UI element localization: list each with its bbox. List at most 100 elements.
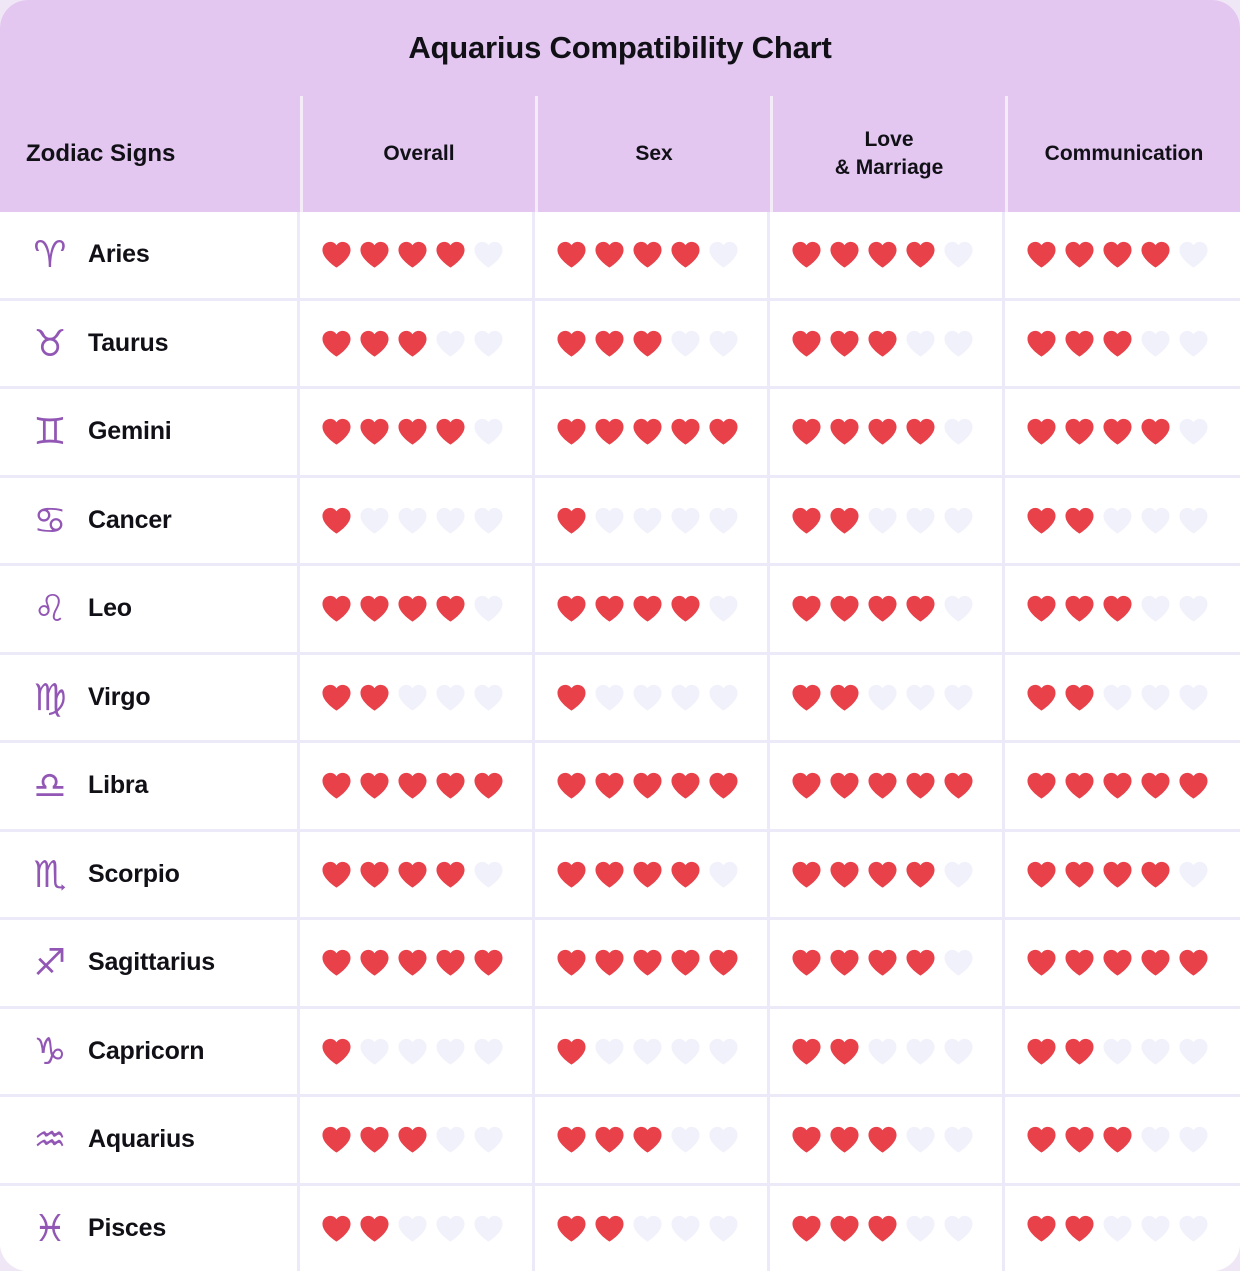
heart-filled-icon — [1101, 593, 1134, 624]
heart-empty-icon — [396, 1036, 429, 1067]
heart-filled-icon — [320, 1124, 353, 1155]
heart-empty-icon — [942, 947, 975, 978]
heart-filled-icon — [555, 859, 588, 890]
table-row: ♏ Scorpio — [0, 828, 1240, 917]
heart-empty-icon — [358, 505, 391, 536]
heart-filled-icon — [358, 593, 391, 624]
sign-cell-taurus: ♉ Taurus — [0, 300, 300, 386]
table-row: ♑ Capricorn — [0, 1005, 1240, 1094]
libra-icon: ♎ — [33, 764, 67, 808]
heart-empty-icon — [669, 328, 702, 359]
sign-cell-leo: ♌ Leo — [0, 566, 300, 652]
heart-filled-icon — [1025, 239, 1058, 270]
heart-empty-icon — [669, 1124, 702, 1155]
rating-cell-love-marriage — [770, 1008, 1005, 1094]
heart-filled-icon — [866, 1124, 899, 1155]
sign-cell-aries: ♈ Aries — [0, 212, 300, 298]
rating-cell-overall — [300, 831, 535, 917]
table-row: ♒ Aquarius — [0, 1094, 1240, 1183]
heart-filled-icon — [790, 239, 823, 270]
heart-empty-icon — [434, 1036, 467, 1067]
capricorn-icon: ♑ — [33, 1029, 67, 1073]
heart-filled-icon — [593, 770, 626, 801]
heart-empty-icon — [942, 1213, 975, 1244]
leo-icon: ♌ — [33, 587, 67, 631]
heart-filled-icon — [1063, 1124, 1096, 1155]
heart-filled-icon — [790, 1213, 823, 1244]
heart-empty-icon — [707, 1036, 740, 1067]
rating-cell-overall — [300, 1097, 535, 1183]
heart-filled-icon — [358, 239, 391, 270]
heart-filled-icon — [828, 505, 861, 536]
heart-filled-icon — [593, 1213, 626, 1244]
heart-filled-icon — [631, 328, 664, 359]
heart-filled-icon — [1025, 505, 1058, 536]
heart-filled-icon — [320, 416, 353, 447]
heart-filled-icon — [1063, 947, 1096, 978]
heart-empty-icon — [707, 859, 740, 890]
heart-empty-icon — [396, 505, 429, 536]
heart-filled-icon — [593, 416, 626, 447]
heart-filled-icon — [396, 416, 429, 447]
heart-empty-icon — [1177, 593, 1210, 624]
heart-filled-icon — [631, 239, 664, 270]
heart-filled-icon — [1139, 770, 1172, 801]
heart-filled-icon — [555, 593, 588, 624]
heart-empty-icon — [396, 1213, 429, 1244]
heart-filled-icon — [904, 593, 937, 624]
rating-cell-overall — [300, 212, 535, 298]
heart-filled-icon — [1101, 770, 1134, 801]
sign-name-label: Taurus — [88, 328, 169, 357]
sign-cell-capricorn: ♑ Capricorn — [0, 1008, 300, 1094]
heart-filled-icon — [593, 947, 626, 978]
rating-cell-overall — [300, 566, 535, 652]
heart-filled-icon — [320, 239, 353, 270]
heart-filled-icon — [828, 239, 861, 270]
heart-empty-icon — [942, 1124, 975, 1155]
sign-name-label: Libra — [88, 771, 149, 800]
heart-filled-icon — [1025, 416, 1058, 447]
heart-filled-icon — [828, 328, 861, 359]
heart-filled-icon — [1063, 239, 1096, 270]
heart-filled-icon — [555, 1124, 588, 1155]
heart-filled-icon — [828, 1036, 861, 1067]
heart-empty-icon — [707, 1213, 740, 1244]
heart-empty-icon — [472, 682, 505, 713]
heart-filled-icon — [790, 505, 823, 536]
heart-filled-icon — [320, 1036, 353, 1067]
heart-filled-icon — [555, 239, 588, 270]
heart-filled-icon — [472, 947, 505, 978]
heart-empty-icon — [1139, 1036, 1172, 1067]
sign-cell-pisces: ♓ Pisces — [0, 1185, 300, 1271]
heart-filled-icon — [866, 593, 899, 624]
heart-filled-icon — [866, 770, 899, 801]
heart-filled-icon — [434, 239, 467, 270]
heart-empty-icon — [904, 1036, 937, 1067]
heart-filled-icon — [320, 682, 353, 713]
heart-filled-icon — [358, 328, 391, 359]
heart-filled-icon — [1101, 947, 1134, 978]
heart-empty-icon — [593, 1036, 626, 1067]
heart-filled-icon — [1177, 770, 1210, 801]
heart-filled-icon — [828, 682, 861, 713]
heart-filled-icon — [320, 593, 353, 624]
rating-cell-love-marriage — [770, 920, 1005, 1006]
table-row: ♓ Pisces — [0, 1182, 1240, 1271]
sign-name-label: Gemini — [88, 417, 172, 446]
heart-filled-icon — [1101, 416, 1134, 447]
rating-cell-communication — [1005, 655, 1240, 741]
rating-cell-sex — [535, 1008, 770, 1094]
heart-filled-icon — [1063, 1036, 1096, 1067]
heart-filled-icon — [358, 682, 391, 713]
heart-filled-icon — [555, 682, 588, 713]
heart-empty-icon — [631, 505, 664, 536]
heart-empty-icon — [434, 328, 467, 359]
table-row: ♍ Virgo — [0, 651, 1240, 741]
heart-empty-icon — [707, 328, 740, 359]
heart-filled-icon — [320, 770, 353, 801]
heart-filled-icon — [790, 770, 823, 801]
heart-empty-icon — [707, 239, 740, 270]
sign-cell-cancer: ♋ Cancer — [0, 477, 300, 563]
heart-empty-icon — [358, 1036, 391, 1067]
cancer-icon: ♋ — [33, 498, 67, 542]
